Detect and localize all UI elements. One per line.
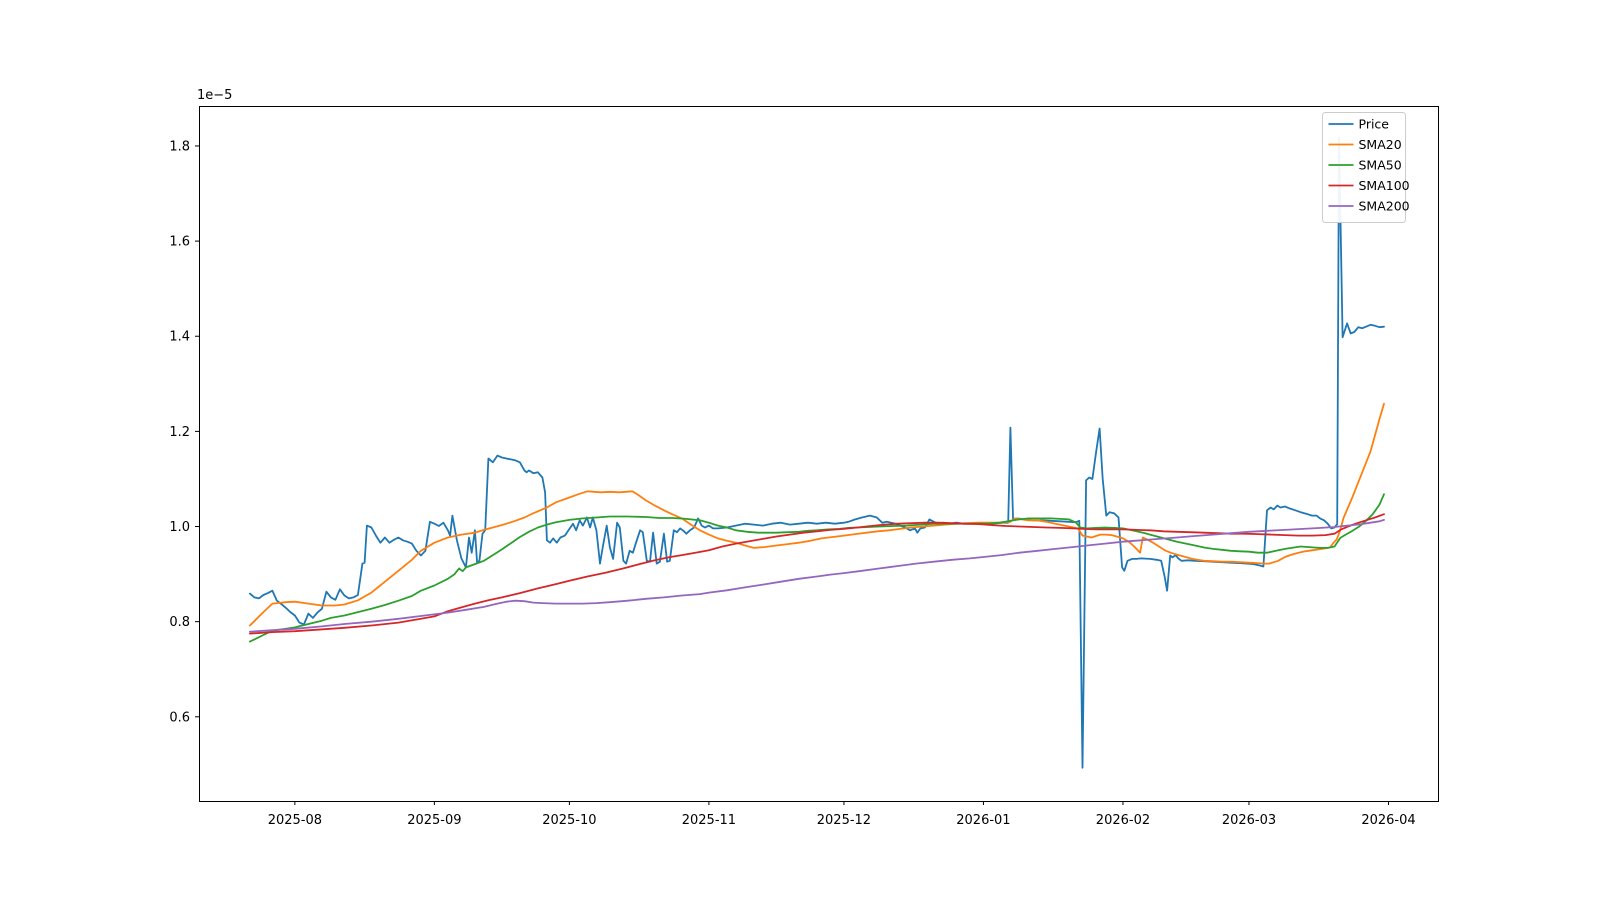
- legend-label-sma100: SMA100: [1359, 178, 1410, 193]
- sma100-line: [248, 513, 1385, 635]
- legend-label-sma50: SMA50: [1359, 158, 1402, 173]
- y-tick-label: 1.6: [169, 235, 190, 250]
- y-tick-label: 1.4: [169, 330, 190, 345]
- plot-border: [199, 106, 1439, 802]
- y-tick-label: 1.0: [169, 520, 190, 535]
- sma200-line: [248, 519, 1385, 633]
- y-tick-label: 1.8: [169, 139, 190, 154]
- x-tick-label: 2025-10: [542, 813, 596, 828]
- x-tick-label: 2025-11: [682, 813, 736, 828]
- x-axis: 2025-08 2025-09 2025-10 2025-11 2025-12 2026-…: [268, 801, 1416, 828]
- y-axis-offset-label: 1e−5: [197, 88, 233, 103]
- legend: Price SMA20 SMA50 SMA100 SMA200: [1322, 112, 1410, 223]
- price-line: [248, 136, 1385, 769]
- sma50-line: [248, 493, 1385, 643]
- x-tick-label: 2026-01: [956, 813, 1010, 828]
- series-lines: [248, 136, 1385, 769]
- legend-label-sma20: SMA20: [1359, 137, 1402, 152]
- y-tick-label: 1.2: [169, 425, 190, 440]
- x-tick-label: 2025-09: [407, 813, 461, 828]
- x-tick-label: 2025-12: [817, 813, 871, 828]
- legend-box: [1322, 112, 1406, 223]
- x-tick-label: 2026-02: [1096, 813, 1150, 828]
- legend-label-price: Price: [1359, 117, 1390, 132]
- x-tick-label: 2025-08: [268, 813, 322, 828]
- x-tick-label: 2026-04: [1361, 813, 1415, 828]
- legend-label-sma200: SMA200: [1359, 199, 1410, 214]
- y-axis: 0.6 0.8 1.0 1.2 1.4 1.6 1.8: [169, 139, 199, 725]
- x-tick-label: 2026-03: [1222, 813, 1276, 828]
- y-tick-label: 0.8: [169, 615, 190, 630]
- y-tick-label: 0.6: [169, 710, 190, 725]
